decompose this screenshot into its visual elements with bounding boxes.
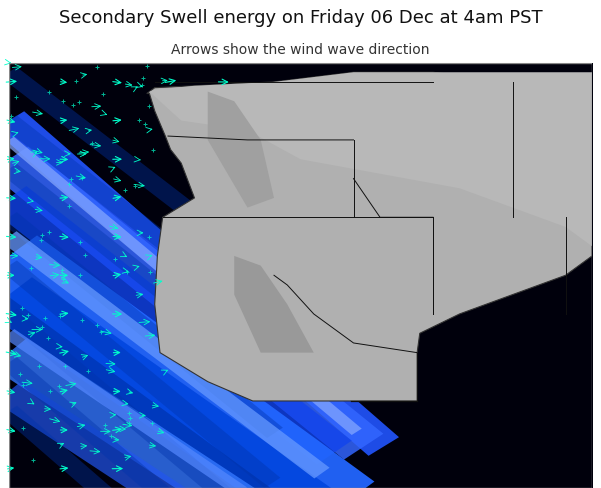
Polygon shape	[1, 232, 329, 478]
Polygon shape	[1, 406, 273, 488]
Polygon shape	[1, 358, 275, 488]
Polygon shape	[4, 329, 247, 488]
Polygon shape	[1, 68, 290, 288]
Polygon shape	[4, 138, 362, 435]
Polygon shape	[1, 309, 278, 488]
Polygon shape	[234, 256, 314, 353]
Text: Arrows show the wind wave direction: Arrows show the wind wave direction	[171, 42, 430, 57]
Polygon shape	[0, 147, 383, 460]
Polygon shape	[0, 278, 337, 488]
Text: Secondary Swell energy on Friday 06 Dec at 4am PST: Secondary Swell energy on Friday 06 Dec …	[59, 9, 542, 27]
Polygon shape	[1, 261, 280, 488]
Polygon shape	[208, 92, 274, 208]
Polygon shape	[0, 236, 374, 488]
Polygon shape	[0, 339, 263, 488]
Polygon shape	[1, 116, 288, 338]
Polygon shape	[0, 381, 219, 488]
Polygon shape	[0, 112, 399, 456]
Polygon shape	[1, 164, 285, 388]
Polygon shape	[150, 73, 592, 247]
Polygon shape	[147, 73, 592, 401]
Polygon shape	[0, 187, 352, 465]
Polygon shape	[1, 213, 283, 438]
